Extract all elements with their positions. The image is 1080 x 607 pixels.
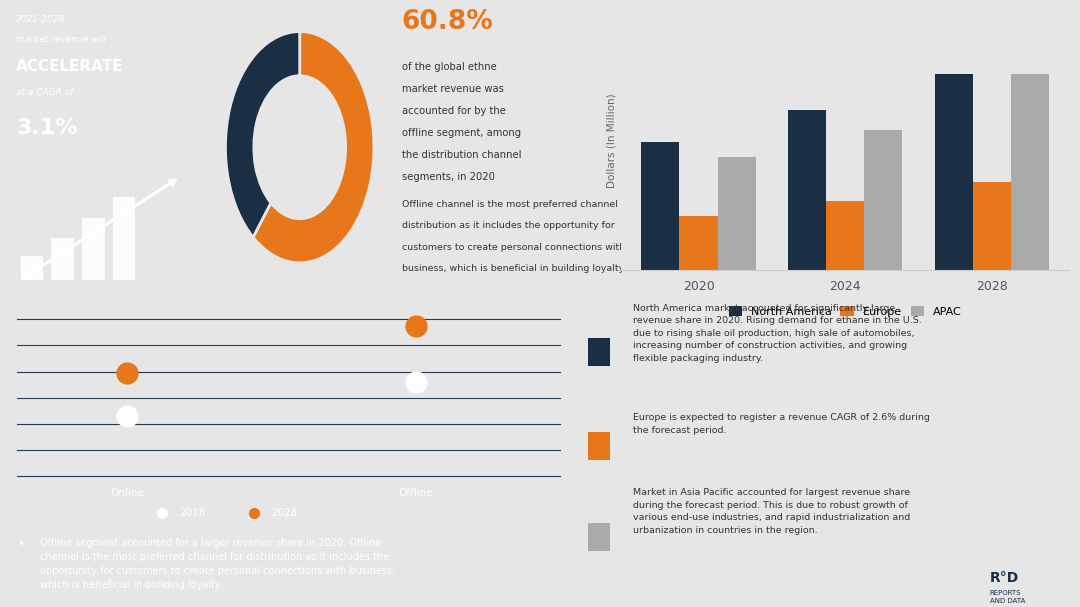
Text: customers to create personal connections with: customers to create personal connections… <box>402 243 625 251</box>
Bar <box>588 338 610 366</box>
Bar <box>934 73 973 270</box>
Bar <box>1011 73 1049 270</box>
Bar <box>717 157 756 270</box>
Text: Online: Online <box>110 488 144 498</box>
Bar <box>679 216 717 270</box>
Text: accounted for by the: accounted for by the <box>402 106 505 116</box>
Bar <box>642 143 679 270</box>
Wedge shape <box>253 32 374 263</box>
Bar <box>973 181 1011 270</box>
Text: offline segment, among: offline segment, among <box>402 128 521 138</box>
Text: distribution as it includes the opportunity for: distribution as it includes the opportun… <box>402 222 615 231</box>
Text: 2021-2028,: 2021-2028, <box>16 15 68 24</box>
Text: business, which is beneficial in building loyalty: business, which is beneficial in buildin… <box>402 264 624 273</box>
Text: •: • <box>17 538 25 551</box>
Bar <box>82 218 105 280</box>
Text: market revenue will: market revenue will <box>16 35 107 44</box>
Text: at a CAGR of: at a CAGR of <box>16 88 73 97</box>
Text: Offline channel is the most preferred channel for: Offline channel is the most preferred ch… <box>402 200 634 209</box>
Text: 3.1%: 3.1% <box>16 118 78 138</box>
Text: segments, in 2020: segments, in 2020 <box>402 172 495 182</box>
Text: Offline segment accounted for a larger revenue share in 2020. Offline
channel is: Offline segment accounted for a larger r… <box>40 538 395 590</box>
Bar <box>588 432 610 460</box>
Text: North America market accounted for significantly large
revenue share in 2020. Ri: North America market accounted for signi… <box>633 304 922 363</box>
Text: R°D: R°D <box>989 571 1018 585</box>
Text: of the global ethne: of the global ethne <box>402 62 497 72</box>
Text: 2018: 2018 <box>179 508 205 518</box>
Text: 60.8%: 60.8% <box>402 9 494 35</box>
Text: the distribution channel: the distribution channel <box>402 150 521 160</box>
Bar <box>113 197 135 280</box>
Bar <box>52 239 73 280</box>
Bar <box>864 130 902 270</box>
Text: 2028: 2028 <box>271 508 298 518</box>
Legend: North America, Europe, APAC: North America, Europe, APAC <box>724 302 967 321</box>
Text: REPORTS
AND DATA: REPORTS AND DATA <box>989 591 1025 604</box>
Bar <box>21 256 43 280</box>
Y-axis label: Dollars (In Million): Dollars (In Million) <box>607 94 617 188</box>
Text: Market in Asia Pacific accounted for largest revenue share
during the forecast p: Market in Asia Pacific accounted for lar… <box>633 488 910 535</box>
Bar <box>826 202 864 270</box>
Text: Offline: Offline <box>399 488 433 498</box>
Text: market revenue was: market revenue was <box>402 84 503 94</box>
Bar <box>588 523 610 551</box>
Text: Europe is expected to register a revenue CAGR of 2.6% during
the forecast period: Europe is expected to register a revenue… <box>633 413 930 435</box>
Wedge shape <box>226 32 300 237</box>
Bar <box>788 110 826 270</box>
Text: ACCELERATE: ACCELERATE <box>16 59 124 74</box>
